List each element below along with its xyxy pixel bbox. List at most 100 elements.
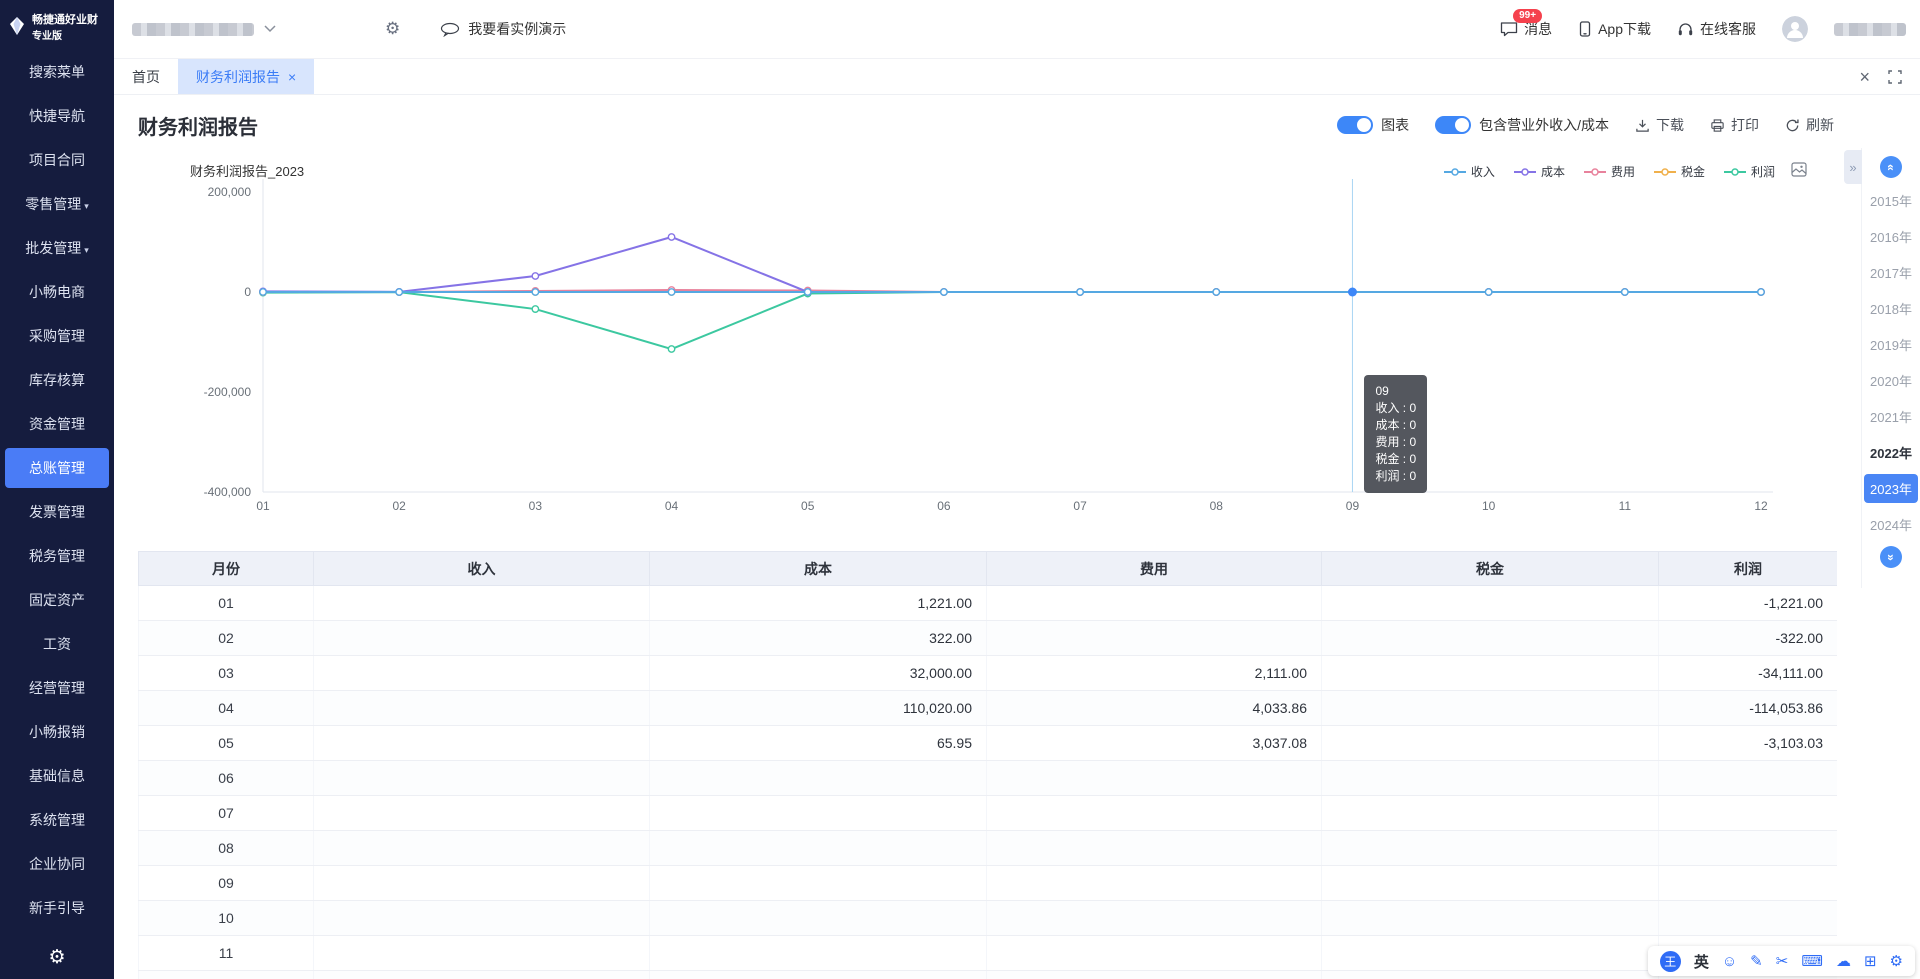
x-axis-tick-label: 08 [1210,499,1224,513]
data-point[interactable] [667,233,676,241]
handwriting-icon[interactable]: ✎ [1750,952,1763,970]
scroll-up-icon[interactable]: « [1880,156,1902,178]
data-point[interactable] [1757,288,1765,296]
fullscreen-icon[interactable] [1888,69,1902,84]
support-button[interactable]: 在线客服 [1677,19,1756,39]
table-row[interactable]: 11 [138,935,1837,971]
sidebar-item[interactable]: 新手引导 [0,886,114,930]
value-cell [1321,690,1659,726]
table-row[interactable]: 02 322.00 -322.00 [138,620,1837,656]
sidebar-item[interactable]: 基础信息 [0,754,114,798]
legend-item[interactable]: 费用 [1583,163,1635,180]
year-item[interactable]: 2024年 [1864,506,1918,542]
data-point[interactable] [531,272,540,280]
sidebar-item[interactable]: 总账管理 [5,448,109,488]
sidebar-settings-gear-icon[interactable]: ⚙ [48,946,66,968]
emoji-icon[interactable]: ☺ [1721,952,1738,970]
sidebar-item[interactable]: 企业协同 [0,842,114,886]
legend-item[interactable]: 税金 [1653,163,1705,180]
data-point[interactable] [803,288,812,296]
data-point[interactable] [531,288,540,296]
scroll-down-icon[interactable]: » [1880,546,1902,568]
year-item[interactable]: 2016年 [1864,218,1918,254]
year-item[interactable]: 2022年 [1864,434,1918,470]
collapse-panel-icon[interactable]: » [1844,150,1862,184]
legend-item[interactable]: 成本 [1513,163,1565,180]
toggle[interactable]: 包含营业外收入/成本 [1435,115,1609,135]
org-select-dropdown[interactable] [132,22,367,36]
sidebar-item[interactable]: 库存核算 [0,358,114,402]
download-button[interactable]: 下载 [1635,115,1684,135]
sidebar-item[interactable]: 快捷导航 [0,94,114,138]
year-item[interactable]: 2020年 [1864,362,1918,398]
data-point[interactable] [940,288,948,296]
sidebar-item[interactable]: 小畅电商 [0,270,114,314]
tab[interactable]: 财务利润报告 × [178,59,315,94]
table-row[interactable]: 04 110,020.00 4,033.86 -114,053.86 [138,690,1837,726]
year-item[interactable]: 2021年 [1864,398,1918,434]
sidebar-item[interactable]: 发票管理 [0,490,114,534]
table-row[interactable]: 01 1,221.00 -1,221.00 [138,585,1837,621]
table-row[interactable]: 08 [138,830,1837,866]
demo-link[interactable]: 我要看实例演示 [440,19,566,39]
legend-item[interactable]: 收入 [1443,163,1495,180]
table-row[interactable]: 09 [138,865,1837,901]
tab[interactable]: 首页 [114,59,178,94]
refresh-button[interactable]: 刷新 [1785,115,1834,135]
year-item[interactable]: 2015年 [1864,182,1918,218]
toolbox-icon[interactable]: ⊞ [1863,952,1877,970]
sidebar-item[interactable]: 批发管理 ▾ [0,226,114,270]
sidebar-item[interactable]: 资金管理 [0,402,114,446]
sidebar-item[interactable]: 税务管理 [0,534,114,578]
topbar: ⚙ 我要看实例演示 消息 99+ App下载 [114,0,1920,59]
print-button[interactable]: 打印 [1710,115,1759,135]
toggle[interactable]: 图表 [1337,115,1409,135]
sidebar-item[interactable]: 小畅报销 [0,710,114,754]
table-row[interactable]: 06 [138,760,1837,796]
sidebar-item[interactable]: 工资 [0,622,114,666]
sidebar-item[interactable]: 经营管理 [0,666,114,710]
table-row[interactable]: 03 32,000.00 2,111.00 -34,111.00 [138,655,1837,691]
year-item[interactable]: 2019年 [1864,326,1918,362]
data-point[interactable] [667,345,676,353]
sidebar-item[interactable]: 采购管理 [0,314,114,358]
table-row[interactable]: 10 [138,900,1837,936]
sidebar-item[interactable]: 搜索菜单 [0,50,114,94]
cloud-icon[interactable]: ☁ [1835,952,1851,970]
year-item[interactable]: 2017年 [1864,254,1918,290]
close-icon[interactable]: × [1859,66,1870,87]
close-tab-icon[interactable]: × [288,68,297,85]
data-point[interactable] [531,305,540,313]
sidebar-item[interactable]: 固定资产 [0,578,114,622]
legend-item[interactable]: 利润 [1723,163,1775,180]
avatar[interactable] [1782,16,1808,42]
legend-marker [1513,167,1536,176]
keyboard-icon[interactable]: ⌨ [1801,952,1823,970]
toggle-switch[interactable] [1435,116,1472,134]
data-point[interactable] [259,288,267,296]
data-point[interactable] [667,288,676,296]
data-point[interactable] [395,288,404,296]
year-item[interactable]: 2018年 [1864,290,1918,326]
data-point[interactable] [1620,288,1629,296]
sidebar-item[interactable]: 零售管理 ▾ [0,182,114,226]
table-header-cell: 税金 [1321,551,1659,586]
data-point[interactable] [1212,288,1221,296]
messages-button[interactable]: 消息 99+ [1500,9,1552,39]
ime-mode-button[interactable]: 王 [1659,950,1681,972]
data-point[interactable] [1484,288,1493,296]
table-row[interactable]: 05 65.95 3,037.08 -3,103.03 [138,725,1837,761]
settings-gear-icon[interactable]: ⚙ [1889,952,1903,970]
toggle-switch[interactable] [1337,116,1374,134]
settings-gear-icon[interactable]: ⚙ [385,19,401,38]
sidebar-item[interactable]: 系统管理 [0,798,114,842]
data-point[interactable] [1076,288,1084,296]
app-download-button[interactable]: App下载 [1578,19,1651,39]
year-item[interactable]: 2023年 [1864,470,1918,506]
screenshot-scissors-icon[interactable]: ✂ [1775,952,1789,970]
save-image-icon[interactable] [1791,162,1807,177]
sidebar-item[interactable]: 项目合同 [0,138,114,182]
table-row[interactable]: 07 [138,795,1837,831]
ime-language-button[interactable]: 英 [1693,953,1709,971]
table-row[interactable]: 12 [138,970,1837,979]
